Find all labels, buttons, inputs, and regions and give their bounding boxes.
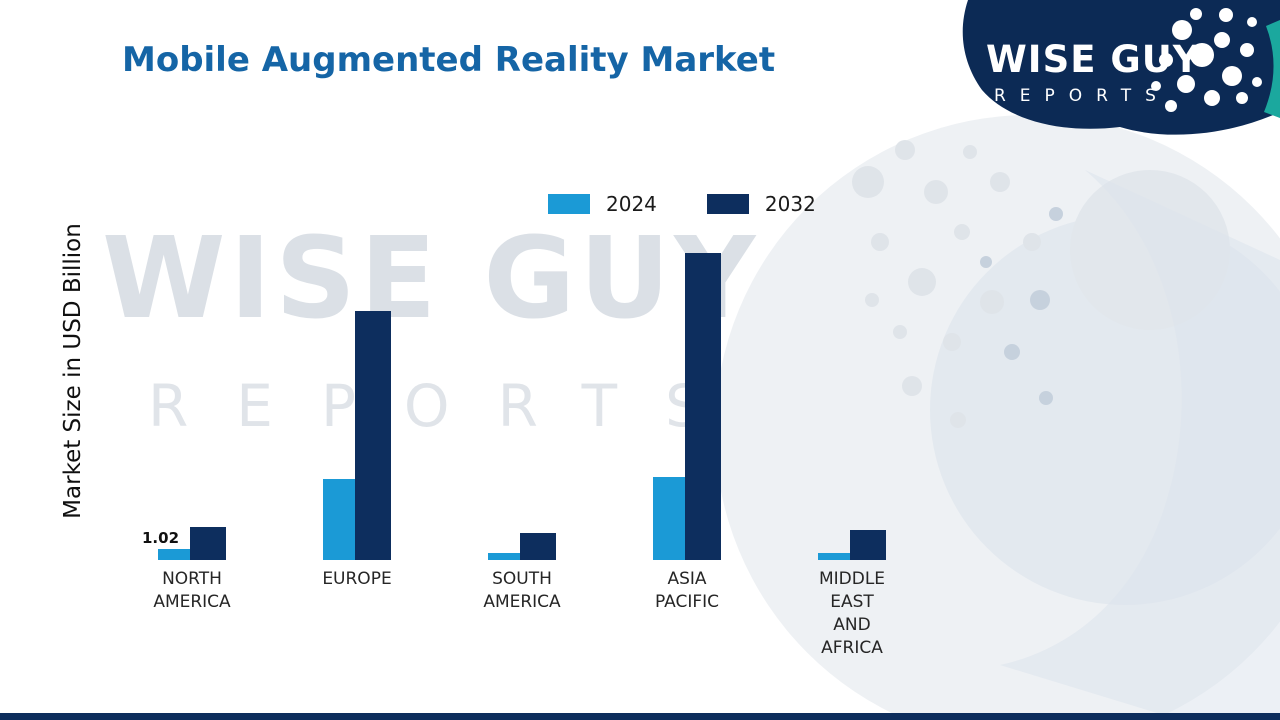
bar-europe-2032 [355,311,391,560]
watermark-wordmark: WISE GUY [102,214,760,344]
legend-item-2032: 2032 [706,192,816,216]
bar-group-north-america: 1.02 NORTH AMERICA [122,220,262,612]
bar-asia-pacific-2024 [653,477,685,560]
legend: 2024 2032 [548,192,816,216]
bar-europe-2024 [323,479,355,560]
category-label-south-america: SOUTH AMERICA [483,569,561,612]
legend-label-2024: 2024 [606,192,657,216]
bars-asia-pacific [653,253,721,560]
category-label-north-america: NORTH AMERICA [153,569,231,612]
bar-group-middle-east-africa: MIDDLE EAST AND AFRICA [782,220,922,658]
legend-swatch-2032 [706,194,749,214]
bar-group-europe: EUROPE [287,220,427,589]
logo-reports: REPORTS [994,86,1170,106]
bar-middle-east-africa-2024 [818,553,850,560]
bars-south-america [488,533,556,560]
legend-swatch-2024 [548,194,590,214]
logo-wordmark: WISE GUY [986,38,1201,81]
value-label-north-america-2024: 1.02 [142,529,180,547]
bars-north-america: 1.02 [142,527,226,560]
chart-title: Mobile Augmented Reality Market [122,40,776,80]
bar-asia-pacific-2032 [685,253,721,560]
bars-middle-east-africa [818,530,886,560]
bar-group-south-america: SOUTH AMERICA [452,220,592,612]
bar-middle-east-africa-2032 [850,530,886,560]
y-axis-label: Market Size in USD Billion [60,223,86,519]
legend-item-2024: 2024 [548,192,657,216]
bottom-accent-bar [0,713,1280,720]
logo-graphic [962,0,1280,135]
category-label-asia-pacific: ASIA PACIFIC [654,569,720,612]
legend-label-2032: 2032 [764,192,816,216]
bar-south-america-2032 [520,533,556,560]
bar-south-america-2024 [488,553,520,560]
bars-europe [323,311,391,560]
bar-plot: 1.02 NORTH AMERICA EUROPE SOUTH AMERICA [122,220,922,658]
bar-north-america-2024 [158,549,190,560]
bar-north-america-2032 [190,527,226,560]
bar-group-asia-pacific: ASIA PACIFIC [617,220,757,612]
watermark-reports: REPORTS [148,372,750,440]
category-label-europe: EUROPE [322,569,392,589]
category-label-middle-east-africa: MIDDLE EAST AND AFRICA [818,569,886,658]
